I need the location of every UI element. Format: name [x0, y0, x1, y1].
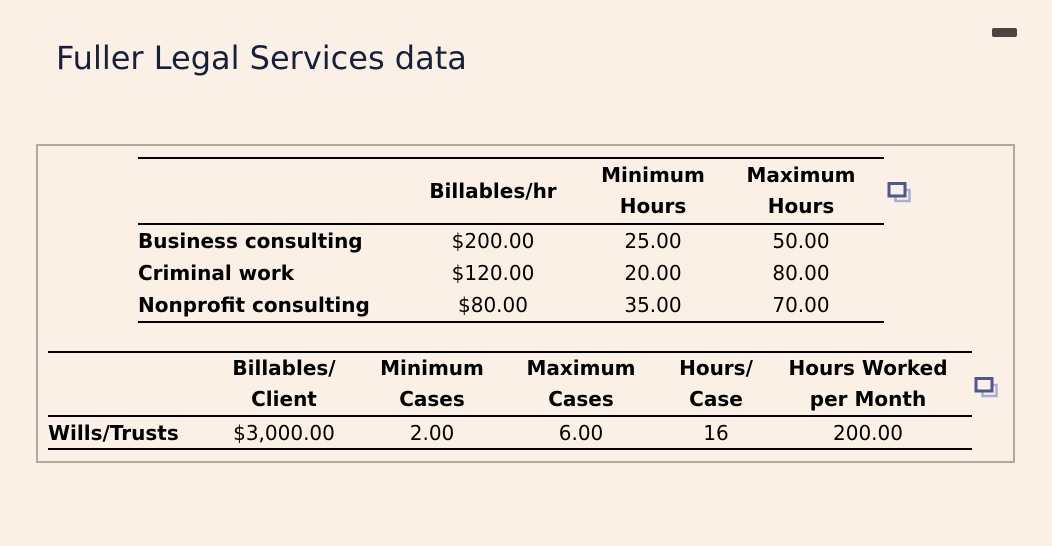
- scrollbar-thumb[interactable]: [992, 28, 1017, 37]
- wills-trusts-table-header: Billables/ Client Minimum Cases Maximum …: [48, 353, 972, 417]
- page-title: Fuller Legal Services data: [56, 39, 467, 77]
- table-row: Wills/Trusts $3,000.00 2.00 6.00 16 200.…: [48, 417, 972, 448]
- cell-max-hours: 80.00: [772, 261, 830, 285]
- copy-icon[interactable]: [974, 375, 1000, 401]
- cell-min-cases: 2.00: [409, 420, 455, 445]
- table-row: Criminal work $120.00 20.00 80.00: [138, 257, 884, 289]
- wills-trusts-table: Billables/ Client Minimum Cases Maximum …: [48, 351, 972, 450]
- header-hours-worked-per-month: Hours Worked per Month: [788, 356, 948, 411]
- row-label: Nonprofit consulting: [138, 293, 370, 317]
- row-label: Criminal work: [138, 261, 295, 285]
- cell-billables-client: $3,000.00: [233, 420, 335, 445]
- header-billables-hr: Billables/hr: [429, 178, 557, 203]
- cell-max-cases: 6.00: [558, 420, 604, 445]
- row-label: Business consulting: [138, 229, 363, 253]
- cell-max-hours: 70.00: [772, 293, 830, 317]
- header-blank: [48, 353, 198, 415]
- header-minimum-hours: Minimum Hours: [601, 163, 705, 218]
- cell-max-hours: 50.00: [772, 229, 830, 253]
- services-table: Billables/hr Minimum Hours Maximum Hours…: [138, 157, 884, 323]
- cell-min-hours: 35.00: [624, 293, 682, 317]
- data-panel: Billables/hr Minimum Hours Maximum Hours…: [36, 144, 1015, 463]
- services-table-header: Billables/hr Minimum Hours Maximum Hours: [138, 159, 884, 225]
- header-billables-client: Billables/ Client: [232, 356, 336, 411]
- row-label: Wills/Trusts: [48, 420, 179, 445]
- cell-billables-hr: $80.00: [458, 293, 528, 317]
- cell-hours-worked-per-month: 200.00: [833, 420, 903, 445]
- table-row: Business consulting $200.00 25.00 50.00: [138, 225, 884, 257]
- header-maximum-cases: Maximum Cases: [526, 356, 636, 411]
- table-row: Nonprofit consulting $80.00 35.00 70.00: [138, 289, 884, 321]
- cell-min-hours: 20.00: [624, 261, 682, 285]
- header-blank: [138, 159, 398, 223]
- header-minimum-cases: Minimum Cases: [380, 356, 484, 411]
- copy-icon-glyph: [887, 182, 911, 203]
- cell-billables-hr: $200.00: [451, 229, 535, 253]
- cell-billables-hr: $120.00: [451, 261, 535, 285]
- copy-icon-glyph: [974, 377, 998, 398]
- header-maximum-hours: Maximum Hours: [746, 163, 856, 218]
- cell-hours-per-case: 16: [703, 420, 729, 445]
- copy-icon[interactable]: [887, 180, 913, 206]
- header-hours-per-case: Hours/ Case: [679, 356, 753, 411]
- cell-min-hours: 25.00: [624, 229, 682, 253]
